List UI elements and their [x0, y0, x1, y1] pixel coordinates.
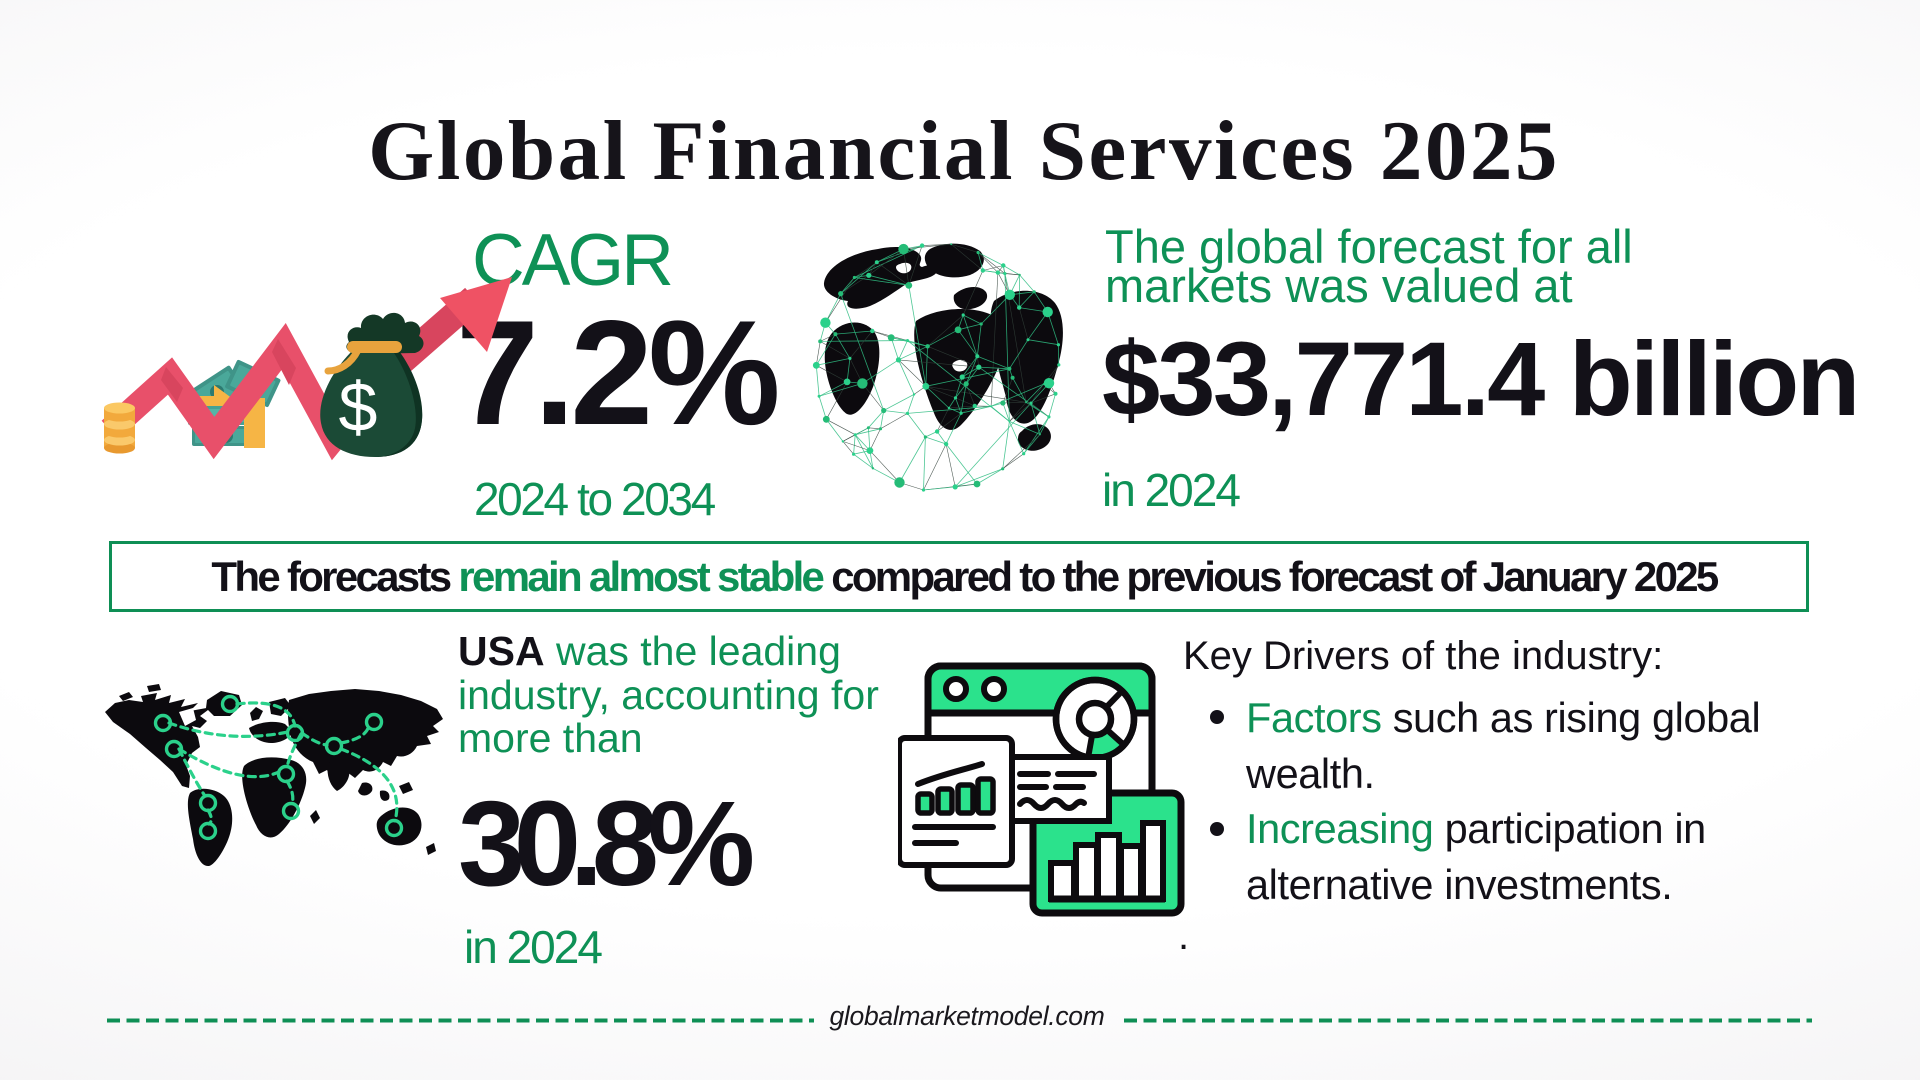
svg-text:$: $	[339, 368, 378, 446]
